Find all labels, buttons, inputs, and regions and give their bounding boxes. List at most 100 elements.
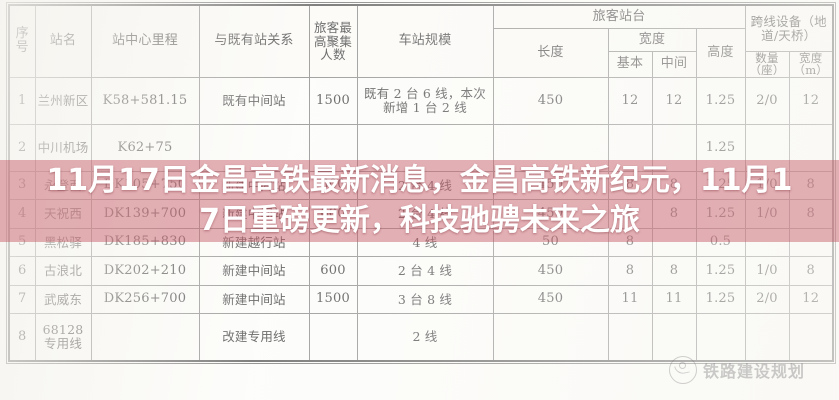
cell-station-scale: 2 线 bbox=[356, 313, 494, 362]
cell-passengers bbox=[308, 123, 358, 172]
cell-width-middle: 8 bbox=[651, 199, 697, 229]
cell-height: 1.25 bbox=[695, 123, 746, 172]
cell-cross-width bbox=[788, 123, 834, 172]
cell-relation: 新建中间站 bbox=[198, 284, 310, 315]
cell-station-name: 68128 专用线 bbox=[34, 313, 92, 362]
cell-cross-width: 8 bbox=[788, 256, 834, 286]
header-station-name: 站名 bbox=[34, 4, 92, 78]
cell-height: 1.25 bbox=[695, 256, 746, 286]
cell-qty bbox=[744, 227, 790, 258]
cell-length: 450 bbox=[492, 199, 609, 229]
header-row-1: 序号 站名 站中心里程 与既有站关系 旅客最高聚集人数 车站规模 旅客站台 跨线… bbox=[8, 4, 834, 78]
header-width-basic: 基本 bbox=[607, 51, 653, 78]
cell-relation: 新建越行站 bbox=[198, 227, 310, 258]
cell-relation: 新建中间站 bbox=[198, 170, 310, 201]
cell-mileage: DK256+700 bbox=[90, 284, 200, 315]
cell-station-scale: 2 台 4 线 bbox=[356, 256, 494, 286]
cell-qty bbox=[744, 123, 790, 172]
header-crossline-group: 跨线设备（地道/天桥） bbox=[744, 4, 834, 52]
cell-station-scale: 3 台 8 线 bbox=[356, 284, 494, 315]
cell-relation bbox=[198, 123, 310, 172]
cell-width-middle bbox=[651, 313, 697, 362]
cell-qty: 1/0 bbox=[744, 199, 790, 229]
cell-station-name: 永登西 bbox=[34, 170, 92, 201]
cell-mileage: DK139+700 bbox=[90, 199, 200, 229]
cell-height: 0.5 bbox=[695, 227, 746, 258]
cell-width-basic bbox=[607, 313, 653, 362]
cell-seq: 8 bbox=[8, 313, 36, 362]
header-platform-group: 旅客站台 bbox=[492, 4, 746, 29]
cell-station-scale: 2 台 4 线 bbox=[356, 199, 494, 229]
cell-width-middle: 12 bbox=[651, 76, 697, 125]
cell-width-basic: 11 bbox=[607, 284, 653, 315]
table-row: 6 古浪北 DK202+210 新建中间站 600 2 台 4 线 450 8 … bbox=[8, 256, 834, 286]
cell-cross-width: 8 bbox=[788, 170, 834, 201]
cell-length bbox=[492, 313, 609, 362]
cell-relation: 新建中间站 bbox=[198, 256, 310, 286]
cell-passengers bbox=[308, 313, 358, 362]
cell-station-scale: 4 线 bbox=[356, 227, 494, 258]
cell-relation: 改建专用线 bbox=[198, 313, 310, 362]
cell-width-middle: 8 bbox=[651, 256, 697, 286]
cell-relation: 新建中间站 bbox=[198, 199, 310, 229]
cell-seq: 7 bbox=[8, 284, 36, 315]
cell-cross-width bbox=[788, 227, 834, 258]
cell-width-basic: 8 bbox=[607, 199, 653, 229]
cell-passengers bbox=[308, 227, 358, 258]
station-specification-table: 序号 站名 站中心里程 与既有站关系 旅客最高聚集人数 车站规模 旅客站台 跨线… bbox=[5, 1, 837, 365]
cell-width-middle: 11 bbox=[651, 284, 697, 315]
cell-station-name: 中川机场 bbox=[34, 123, 92, 172]
header-width-group: 宽度 bbox=[607, 28, 697, 52]
cell-qty bbox=[744, 313, 790, 362]
cell-width-basic: 8 bbox=[607, 227, 653, 258]
cell-station-scale: 既有 2 台 6 线，本次新增 1 台 2 线 bbox=[356, 76, 494, 125]
table-row: 4 天祝西 DK139+700 新建中间站 600 2 台 4 线 450 8 … bbox=[8, 199, 834, 229]
cell-width-basic: 12 bbox=[607, 76, 653, 125]
header-width-middle: 中间 bbox=[651, 51, 697, 78]
cell-qty: 1/0 bbox=[744, 256, 790, 286]
cell-seq: 6 bbox=[8, 256, 36, 286]
cell-height: 1.25 bbox=[695, 284, 746, 315]
cell-length bbox=[492, 123, 609, 172]
header-station-scale: 车站规模 bbox=[356, 4, 494, 78]
cell-passengers: 1500 bbox=[308, 76, 358, 125]
cell-station-name: 武威东 bbox=[34, 284, 92, 315]
cell-length: 450 bbox=[492, 256, 609, 286]
cell-seq: 5 bbox=[8, 227, 36, 258]
table-row: 1 兰州新区 K58+581.15 既有中间站 1500 既有 2 台 6 线，… bbox=[8, 76, 834, 125]
cell-width-middle bbox=[651, 123, 697, 172]
cell-mileage: K58+581.15 bbox=[90, 76, 200, 125]
cell-height: 1.25 bbox=[695, 170, 746, 201]
table-header: 序号 站名 站中心里程 与既有站关系 旅客最高聚集人数 车站规模 旅客站台 跨线… bbox=[8, 4, 834, 78]
cell-station-name: 古浪北 bbox=[34, 256, 92, 286]
cell-height: 1.25 bbox=[695, 76, 746, 125]
header-cross-width: 宽度 （m） bbox=[788, 51, 834, 78]
cell-qty: 2/0 bbox=[744, 284, 790, 315]
header-height: 高度 bbox=[695, 28, 746, 78]
cell-cross-width: 12 bbox=[788, 76, 834, 125]
cell-qty: 1/0 bbox=[744, 170, 790, 201]
header-qty: 数量 （座） bbox=[744, 51, 790, 78]
header-length: 长度 bbox=[492, 28, 609, 78]
cell-width-basic: 8 bbox=[607, 170, 653, 201]
cell-width-middle bbox=[651, 227, 697, 258]
cell-mileage: DK185+830 bbox=[90, 227, 200, 258]
table-row: 3 永登西 DK105+750 新建中间站 600 2 台 4 线 450 8 … bbox=[8, 170, 834, 201]
table-row: 2 中川机场 K62+75 1.25 bbox=[8, 123, 834, 172]
cell-width-basic: 8 bbox=[607, 256, 653, 286]
cell-length: 450 bbox=[492, 170, 609, 201]
table-row: 8 68128 专用线 改建专用线 2 线 bbox=[8, 313, 834, 362]
cell-passengers: 600 bbox=[308, 170, 358, 201]
cell-seq: 3 bbox=[8, 170, 36, 201]
header-mileage: 站中心里程 bbox=[90, 4, 200, 78]
cell-station-name: 黑松驿 bbox=[34, 227, 92, 258]
header-passengers: 旅客最高聚集人数 bbox=[308, 4, 358, 78]
cell-cross-width: 12 bbox=[788, 284, 834, 315]
table-row: 7 武威东 DK256+700 新建中间站 1500 3 台 8 线 450 1… bbox=[8, 284, 834, 315]
cell-mileage bbox=[90, 313, 200, 362]
cell-height bbox=[695, 313, 746, 362]
cell-relation: 既有中间站 bbox=[198, 76, 310, 125]
cell-seq: 4 bbox=[8, 199, 36, 229]
cell-length: 50 bbox=[492, 227, 609, 258]
